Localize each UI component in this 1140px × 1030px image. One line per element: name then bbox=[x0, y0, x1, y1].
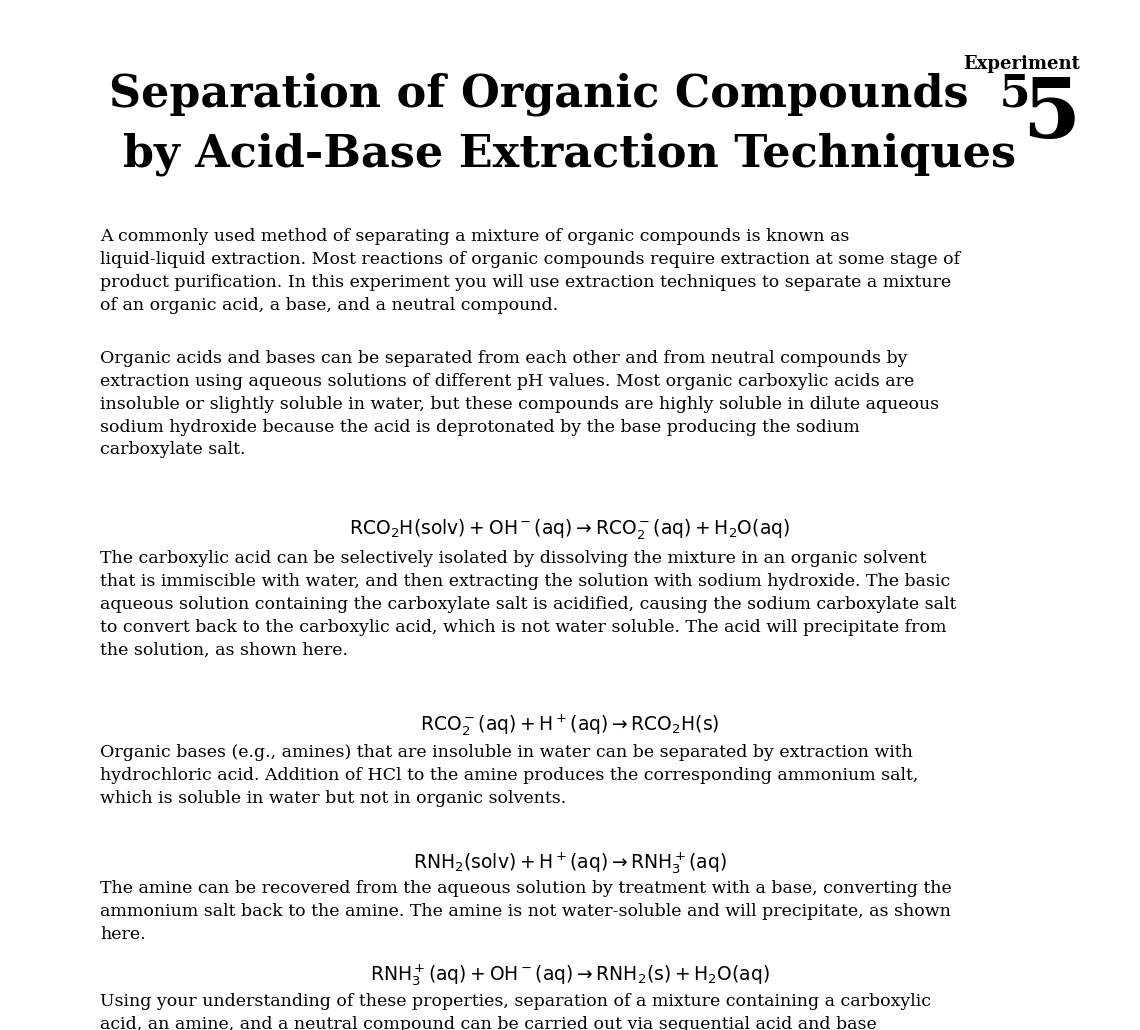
Text: $\mathrm{RNH_3^+(aq) + OH^-(aq) \rightarrow RNH_2(s) + H_2O(aq)}$: $\mathrm{RNH_3^+(aq) + OH^-(aq) \rightar… bbox=[370, 962, 770, 988]
Text: Organic acids and bases can be separated from each other and from neutral compou: Organic acids and bases can be separated… bbox=[100, 350, 939, 458]
Text: Separation of Organic Compounds  5: Separation of Organic Compounds 5 bbox=[109, 72, 1031, 115]
Text: $\mathrm{RCO_2H(solv) + OH^-(aq) \rightarrow RCO_2^-(aq) + H_2O(aq)}$: $\mathrm{RCO_2H(solv) + OH^-(aq) \righta… bbox=[350, 518, 790, 543]
Text: A commonly used method of separating a mixture of organic compounds is known as
: A commonly used method of separating a m… bbox=[100, 228, 960, 313]
Text: $\mathrm{RCO_2^-(aq) + H^+(aq) \rightarrow RCO_2H(s)}$: $\mathrm{RCO_2^-(aq) + H^+(aq) \rightarr… bbox=[421, 712, 719, 737]
Text: Using your understanding of these properties, separation of a mixture containing: Using your understanding of these proper… bbox=[100, 993, 963, 1030]
Text: Organic bases (e.g., amines) that are insoluble in water can be separated by ext: Organic bases (e.g., amines) that are in… bbox=[100, 744, 919, 806]
Text: The amine can be recovered from the aqueous solution by treatment with a base, c: The amine can be recovered from the aque… bbox=[100, 880, 952, 942]
Text: $\mathrm{RNH_2(solv) + H^+(aq) \rightarrow RNH_3^+(aq)}$: $\mathrm{RNH_2(solv) + H^+(aq) \rightarr… bbox=[413, 850, 727, 876]
Text: by Acid-Base Extraction Techniques: by Acid-Base Extraction Techniques bbox=[123, 132, 1017, 175]
Text: The carboxylic acid can be selectively isolated by dissolving the mixture in an : The carboxylic acid can be selectively i… bbox=[100, 550, 956, 658]
Text: Experiment: Experiment bbox=[963, 55, 1080, 73]
Text: 5: 5 bbox=[1021, 75, 1080, 154]
